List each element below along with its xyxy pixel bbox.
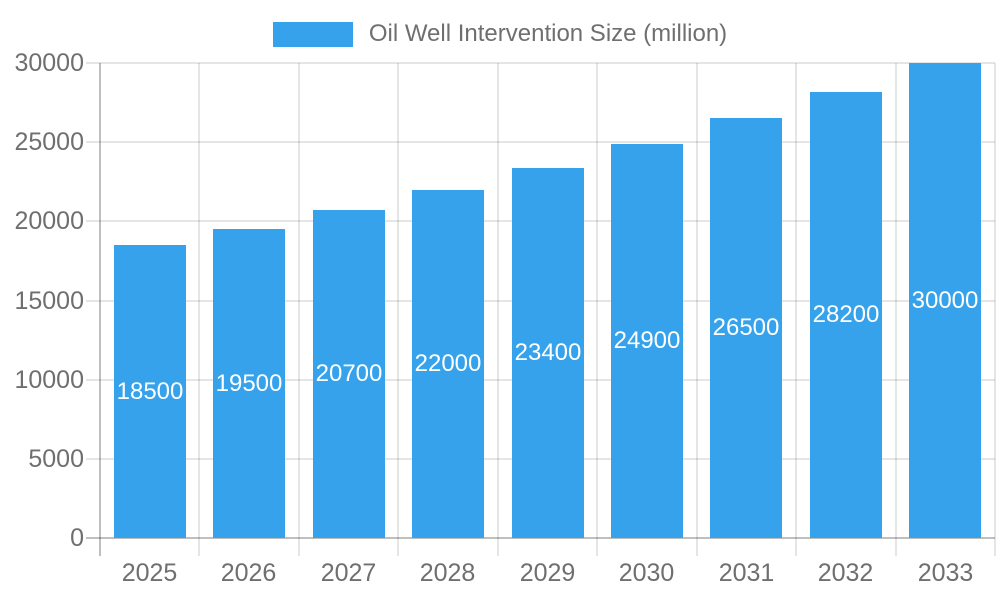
y-axis-line xyxy=(99,63,101,538)
bar xyxy=(611,143,683,538)
y-axis-tick xyxy=(86,457,100,460)
bar xyxy=(412,189,484,538)
y-axis-tick xyxy=(86,537,100,539)
gridline-vertical xyxy=(695,63,698,538)
y-axis-tick xyxy=(86,378,100,381)
x-axis-tick-label: 2031 xyxy=(718,559,775,587)
gridline-vertical xyxy=(994,63,996,538)
gridline-vertical xyxy=(496,63,499,538)
bar-value-label: 23400 xyxy=(514,339,582,366)
y-axis-tick-label: 0 xyxy=(70,524,84,552)
x-axis-tick xyxy=(99,538,101,556)
bar xyxy=(512,167,584,538)
x-axis-tick-label: 2028 xyxy=(419,559,476,587)
bar-value-label: 24900 xyxy=(613,327,681,354)
x-axis-tick-label: 2027 xyxy=(320,559,377,587)
bar-value-label: 22000 xyxy=(414,350,482,377)
bar xyxy=(313,210,385,538)
x-axis-tick xyxy=(297,538,300,556)
x-axis-tick-label: 2029 xyxy=(519,559,576,587)
y-axis-tick-label: 25000 xyxy=(14,128,84,157)
y-axis-tick xyxy=(86,220,100,223)
x-axis-tick-label: 2030 xyxy=(618,559,675,587)
bar-value-label: 20700 xyxy=(315,360,383,387)
gridline-vertical xyxy=(596,63,599,538)
y-axis-tick-label: 20000 xyxy=(14,207,84,236)
x-axis-tick xyxy=(894,538,897,556)
x-axis-tick-label: 2033 xyxy=(917,559,974,587)
bar-value-label: 28200 xyxy=(812,301,880,328)
x-axis-tick xyxy=(397,538,400,556)
y-axis-tick xyxy=(86,62,100,64)
bar xyxy=(810,91,882,538)
x-axis-line xyxy=(100,537,995,539)
gridline-vertical xyxy=(894,63,897,538)
gridline-vertical xyxy=(397,63,400,538)
x-axis-tick xyxy=(695,538,698,556)
y-axis-tick xyxy=(86,141,100,144)
x-axis-tick xyxy=(795,538,798,556)
gridline-horizontal xyxy=(100,62,995,64)
bar-value-label: 18500 xyxy=(116,378,184,405)
x-axis-tick-label: 2025 xyxy=(121,559,178,587)
bar xyxy=(114,245,186,538)
x-axis-tick xyxy=(496,538,499,556)
y-axis-tick-label: 30000 xyxy=(14,49,84,77)
x-axis-tick xyxy=(994,538,996,556)
gridline-vertical xyxy=(795,63,798,538)
gridline-vertical xyxy=(198,63,201,538)
x-axis-tick-label: 2026 xyxy=(220,559,277,587)
bar xyxy=(909,63,981,538)
y-axis-tick-label: 10000 xyxy=(14,365,84,394)
gridline-vertical xyxy=(297,63,300,538)
legend-swatch-icon xyxy=(272,21,353,47)
x-axis-tick-label: 2032 xyxy=(817,559,874,587)
bar-value-label: 19500 xyxy=(215,370,283,397)
legend-label: Oil Well Intervention Size (million) xyxy=(368,20,728,47)
y-axis-tick-label: 5000 xyxy=(28,444,84,473)
y-axis-tick xyxy=(86,299,100,302)
x-axis-tick xyxy=(596,538,599,556)
bar xyxy=(710,118,782,538)
gridline-horizontal xyxy=(100,141,995,144)
bar-value-label: 30000 xyxy=(911,287,979,314)
legend[interactable]: Oil Well Intervention Size (million) xyxy=(0,20,1000,48)
x-axis-tick xyxy=(198,538,201,556)
bar-value-label: 26500 xyxy=(712,314,780,341)
y-axis-tick-label: 15000 xyxy=(14,286,84,315)
bar xyxy=(213,229,285,538)
